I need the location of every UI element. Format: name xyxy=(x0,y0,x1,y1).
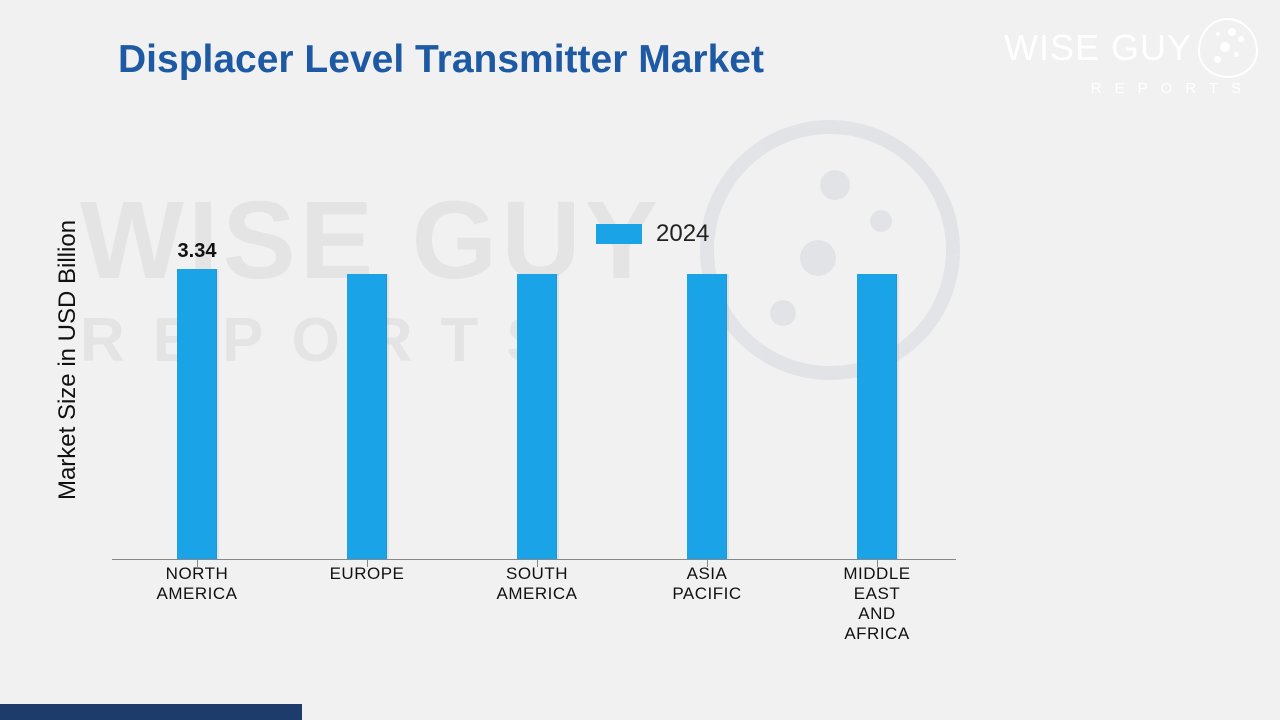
bar-chart: 2024 3.34 NORTHAMERICAEUROPESOUTHAMERICA… xyxy=(96,150,956,594)
brand-logo-line2: REPORTS xyxy=(988,80,1258,97)
bar-slot xyxy=(282,274,452,559)
bar-slot xyxy=(452,274,622,559)
x-axis-category-label: EUROPE xyxy=(282,564,452,584)
brand-logo: WISE GUY REPORTS xyxy=(988,18,1258,97)
brand-logo-text-1: WISE GUY xyxy=(1004,30,1192,66)
footer-accent-bar xyxy=(0,704,302,720)
y-axis-label: Market Size in USD Billion xyxy=(54,220,82,500)
brand-sidebar: WISE GUY REPORTS xyxy=(964,0,1280,720)
bar xyxy=(857,274,897,559)
bar xyxy=(517,274,557,559)
bar xyxy=(687,274,727,559)
bar-slot xyxy=(792,274,962,559)
x-axis-category-label: ASIAPACIFIC xyxy=(622,564,792,604)
x-axis-category-label: SOUTHAMERICA xyxy=(452,564,622,604)
bar-slot xyxy=(622,274,792,559)
plot-area: 3.34 xyxy=(112,150,956,560)
brand-logo-line1: WISE GUY xyxy=(988,18,1258,78)
bar: 3.34 xyxy=(177,269,217,559)
bar-value-label: 3.34 xyxy=(178,240,217,269)
chart-canvas: WISE GUY REPORTS WISE GUY REPORTS xyxy=(0,0,1280,720)
chart-title: Displacer Level Transmitter Market xyxy=(118,38,764,82)
x-axis-category-label: NORTHAMERICA xyxy=(112,564,282,604)
bar-slot: 3.34 xyxy=(112,269,282,559)
bar xyxy=(347,274,387,559)
x-axis-category-label: MIDDLEEASTANDAFRICA xyxy=(792,564,962,644)
brand-head-icon xyxy=(1198,18,1258,78)
